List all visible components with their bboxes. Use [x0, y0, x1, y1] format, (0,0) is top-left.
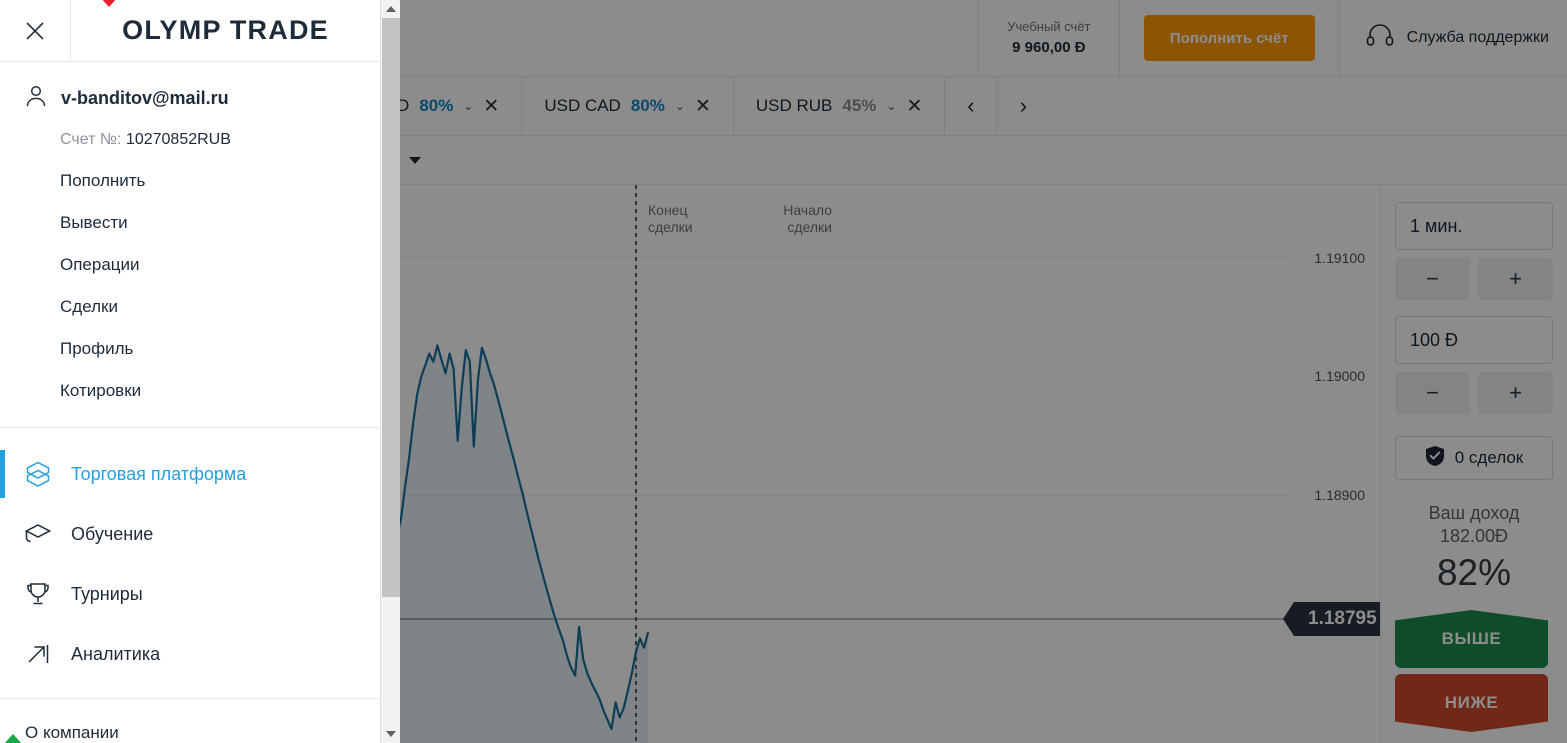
sidebar-item-label: Турниры	[71, 583, 143, 604]
tab-label-4: USD RUB	[755, 96, 833, 115]
side-drawer: OLYMP TRADE v-banditov@mail.ru Счет №: 1…	[0, 0, 380, 743]
drawer-header: OLYMP TRADE	[0, 0, 380, 743]
deal-end-marker: Конец сделки	[648, 202, 768, 236]
higher-button[interactable]: ВЫШЕ	[1395, 610, 1548, 668]
support-link[interactable]: Служба поддержки	[1340, 0, 1567, 76]
deal-start-line1: Начало	[783, 202, 832, 218]
lower-button[interactable]: НИЖЕ	[1395, 674, 1548, 732]
price-tag-arrow	[1283, 602, 1294, 636]
account-number-row: Счет №: 10270852RUB	[0, 131, 380, 149]
income-amount: 182.00Ð	[1439, 526, 1509, 546]
deal-end-line1: Конец	[648, 202, 688, 218]
deal-start-marker: Начало сделки	[712, 202, 832, 236]
amount-input[interactable]: 100 Ð	[1395, 316, 1553, 364]
income-percent: 82%	[1436, 552, 1512, 593]
deal-end-line2: сделки	[648, 219, 693, 235]
drawer-link-profile[interactable]: Профиль	[60, 339, 134, 358]
tab-payout-2: 80%	[419, 96, 454, 115]
account-number-label: Счет №:	[60, 131, 122, 148]
open-deals-count: 0 сделок	[1454, 448, 1524, 467]
headset-icon	[1366, 23, 1394, 53]
duration-decrease-button[interactable]: −	[1395, 258, 1470, 300]
account-email-row[interactable]: v-banditov@mail.ru	[0, 84, 380, 113]
close-icon[interactable]: ✕	[694, 95, 711, 117]
about-company-link[interactable]: О компании	[25, 723, 119, 742]
drawer-account-section: v-banditov@mail.ru Счет №: 10270852RUB П…	[0, 62, 380, 428]
account-type-label: Учебный счёт	[1007, 19, 1091, 34]
amount-steppers: − +	[1395, 372, 1553, 414]
brand-logo-text: OLYMP TRADE	[122, 15, 329, 45]
shield-check-icon	[1425, 445, 1445, 472]
account-number-value: 10270852RUB	[125, 131, 231, 148]
brand-logo[interactable]: OLYMP TRADE	[3, 0, 380, 743]
duration-value: 1 мин.	[1410, 215, 1463, 236]
sidebar-item-label: Аналитика	[71, 643, 161, 664]
sidebar-item-analytics[interactable]: Аналитика	[0, 624, 380, 684]
logo-green-triangle-icon	[3, 734, 23, 743]
trade-panel: 1 мин. − + 100 Ð − + 0	[1380, 185, 1567, 743]
tab-instrument-3[interactable]: USD CAD 80% ⌄ ✕	[522, 77, 734, 135]
graduation-cap-icon	[25, 521, 51, 547]
support-label: Служба поддержки	[1406, 29, 1549, 46]
user-icon	[25, 84, 47, 113]
tab-payout-4: 45%	[842, 96, 877, 115]
amount-value: 100 Ð	[1410, 329, 1459, 350]
drawer-close-button[interactable]	[0, 0, 71, 61]
current-price-tag: 1.18795	[1283, 602, 1380, 636]
topup-button[interactable]: Пополнить счёт	[1143, 15, 1315, 61]
drawer-link-deals[interactable]: Сделки	[60, 297, 118, 316]
sidebar-item-trading-platform[interactable]: Торговая платформа	[0, 444, 380, 504]
sidebar-item-label: Обучение	[71, 523, 154, 544]
tab-label-3: USD CAD	[544, 96, 621, 115]
trend-arrow-icon	[25, 641, 51, 667]
chevron-down-icon	[408, 156, 421, 164]
account-balance[interactable]: Учебный счёт 9 960,00 Ð	[977, 0, 1120, 76]
logo-red-triangle-icon	[100, 0, 118, 7]
close-icon[interactable]: ✕	[906, 95, 923, 117]
sidebar-item-education[interactable]: Обучение	[0, 504, 380, 564]
chevron-down-icon[interactable]: ⌄	[886, 99, 897, 113]
chevron-down-icon[interactable]: ⌄	[463, 99, 474, 113]
scroll-down-arrow-icon[interactable]	[381, 725, 401, 743]
drawer-footer: О компании	[0, 699, 380, 743]
platform-icon	[25, 461, 51, 487]
amount-increase-button[interactable]: +	[1478, 372, 1553, 414]
close-icon[interactable]: ✕	[483, 95, 500, 117]
tab-payout-3: 80%	[630, 96, 665, 115]
income-label: Ваш доход	[1428, 503, 1520, 523]
account-email: v-banditov@mail.ru	[61, 88, 229, 108]
chevron-down-icon[interactable]: ⌄	[674, 99, 685, 113]
trophy-icon	[25, 581, 51, 607]
duration-steppers: − +	[1395, 258, 1553, 300]
drawer-links-list: Пополнить Вывести Операции Сделки Профил…	[0, 171, 380, 401]
drawer-link-deposit[interactable]: Пополнить	[60, 171, 146, 190]
duration-input[interactable]: 1 мин.	[1395, 202, 1553, 250]
tab-instrument-4[interactable]: USD RUB 45% ⌄ ✕	[734, 77, 946, 135]
deal-start-line2: сделки	[787, 219, 832, 235]
y-axis-tick-2: 1.18900	[1314, 487, 1365, 503]
account-balance-value: 9 960,00 Ð	[1012, 39, 1086, 56]
current-price-value: 1.18795	[1294, 602, 1380, 636]
open-deals-indicator[interactable]: 0 сделок	[1395, 436, 1553, 480]
scroll-up-arrow-icon[interactable]	[381, 0, 401, 18]
drawer-link-withdraw[interactable]: Вывести	[60, 213, 128, 232]
tabs-next-button[interactable]: ›	[1019, 93, 1028, 118]
duration-increase-button[interactable]: +	[1478, 258, 1553, 300]
close-icon	[26, 21, 44, 40]
scrollbar-thumb[interactable]	[382, 18, 400, 597]
sidebar-item-tournaments[interactable]: Турниры	[0, 564, 380, 624]
tabs-prev-button[interactable]: ‹	[945, 77, 998, 135]
y-axis-tick-0: 1.19100	[1314, 250, 1365, 266]
drawer-link-quotes[interactable]: Котировки	[60, 381, 142, 400]
income-block: Ваш доход 182.00Ð 82%	[1395, 502, 1553, 596]
drawer-nav-section: Торговая платформа Обучение	[0, 428, 380, 699]
topup-button-wrap: Пополнить счёт	[1120, 0, 1340, 76]
drawer-link-operations[interactable]: Операции	[60, 255, 140, 274]
amount-decrease-button[interactable]: −	[1395, 372, 1470, 414]
y-axis-tick-1: 1.19000	[1314, 368, 1365, 384]
sidebar-item-label: Торговая платформа	[71, 463, 247, 484]
drawer-scrollbar[interactable]	[380, 0, 400, 743]
